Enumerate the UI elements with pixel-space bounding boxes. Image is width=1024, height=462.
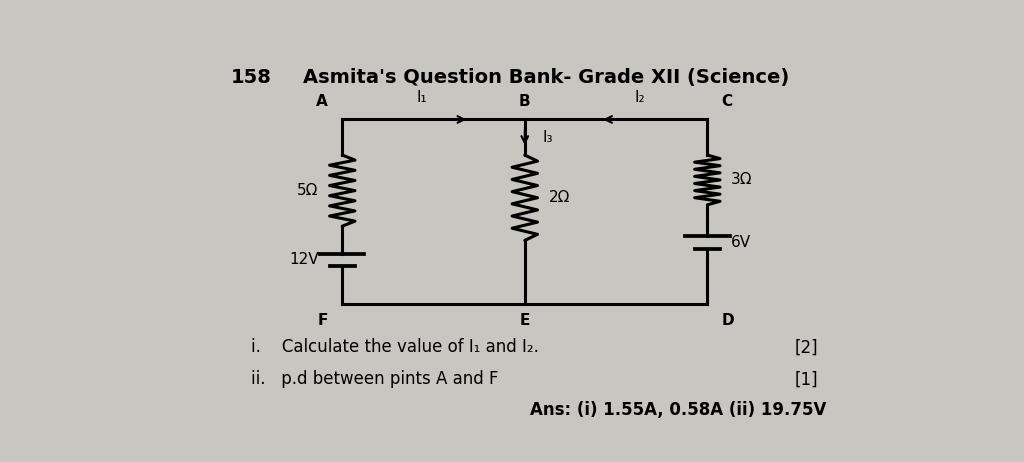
Text: ii.   p.d between pints A and F: ii. p.d between pints A and F [251, 370, 499, 388]
Text: I₂: I₂ [635, 90, 645, 105]
Text: D: D [722, 313, 734, 328]
Text: 5Ω: 5Ω [297, 183, 318, 198]
Text: [2]: [2] [795, 338, 818, 356]
Text: E: E [519, 313, 530, 328]
Text: A: A [316, 94, 328, 109]
Text: i.    Calculate the value of I₁ and I₂.: i. Calculate the value of I₁ and I₂. [251, 338, 539, 356]
Text: Asmita's Question Bank- Grade XII (Science): Asmita's Question Bank- Grade XII (Scien… [303, 68, 788, 87]
Text: 12V: 12V [289, 253, 318, 267]
Text: 3Ω: 3Ω [731, 172, 753, 188]
Text: 2Ω: 2Ω [549, 190, 570, 205]
Text: Ans: (i) 1.55A, 0.58A (ii) 19.75V: Ans: (i) 1.55A, 0.58A (ii) 19.75V [530, 401, 826, 419]
Text: 158: 158 [231, 68, 272, 87]
Text: [1]: [1] [795, 370, 818, 388]
Text: 6V: 6V [731, 235, 752, 249]
Text: I₃: I₃ [543, 130, 553, 145]
Text: B: B [519, 94, 530, 109]
Text: C: C [722, 94, 733, 109]
Text: F: F [317, 313, 328, 328]
Text: I₁: I₁ [417, 90, 427, 105]
